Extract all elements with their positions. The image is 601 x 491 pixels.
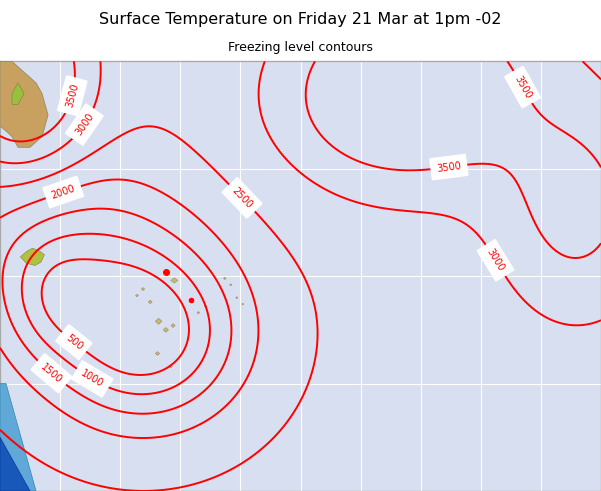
Text: Freezing level contours: Freezing level contours [228, 41, 373, 55]
Text: 1500: 1500 [39, 361, 64, 385]
Polygon shape [136, 294, 138, 297]
Polygon shape [171, 324, 175, 327]
Polygon shape [204, 305, 207, 307]
Polygon shape [12, 83, 24, 105]
Text: 3000: 3000 [485, 247, 506, 273]
Polygon shape [236, 297, 238, 299]
Polygon shape [163, 327, 168, 332]
Text: 2500: 2500 [230, 186, 254, 210]
Text: 1000: 1000 [79, 368, 105, 389]
Text: 3000: 3000 [73, 111, 96, 137]
Text: 2000: 2000 [50, 183, 76, 201]
Polygon shape [155, 318, 162, 325]
Text: 3500: 3500 [64, 82, 81, 109]
Text: Surface Temperature on Friday 21 Mar at 1pm -02: Surface Temperature on Friday 21 Mar at … [99, 12, 502, 27]
Polygon shape [224, 277, 226, 279]
Text: 3500: 3500 [436, 161, 462, 174]
Text: 500: 500 [64, 332, 84, 352]
Text: 3500: 3500 [512, 74, 533, 100]
Polygon shape [242, 303, 244, 305]
Polygon shape [0, 437, 30, 491]
Polygon shape [141, 288, 145, 291]
Polygon shape [171, 278, 178, 283]
Polygon shape [0, 383, 36, 491]
Polygon shape [169, 365, 172, 368]
Polygon shape [197, 311, 200, 314]
Polygon shape [155, 352, 160, 355]
Polygon shape [148, 300, 152, 304]
Polygon shape [20, 248, 44, 266]
Polygon shape [230, 284, 232, 286]
Polygon shape [0, 61, 48, 147]
